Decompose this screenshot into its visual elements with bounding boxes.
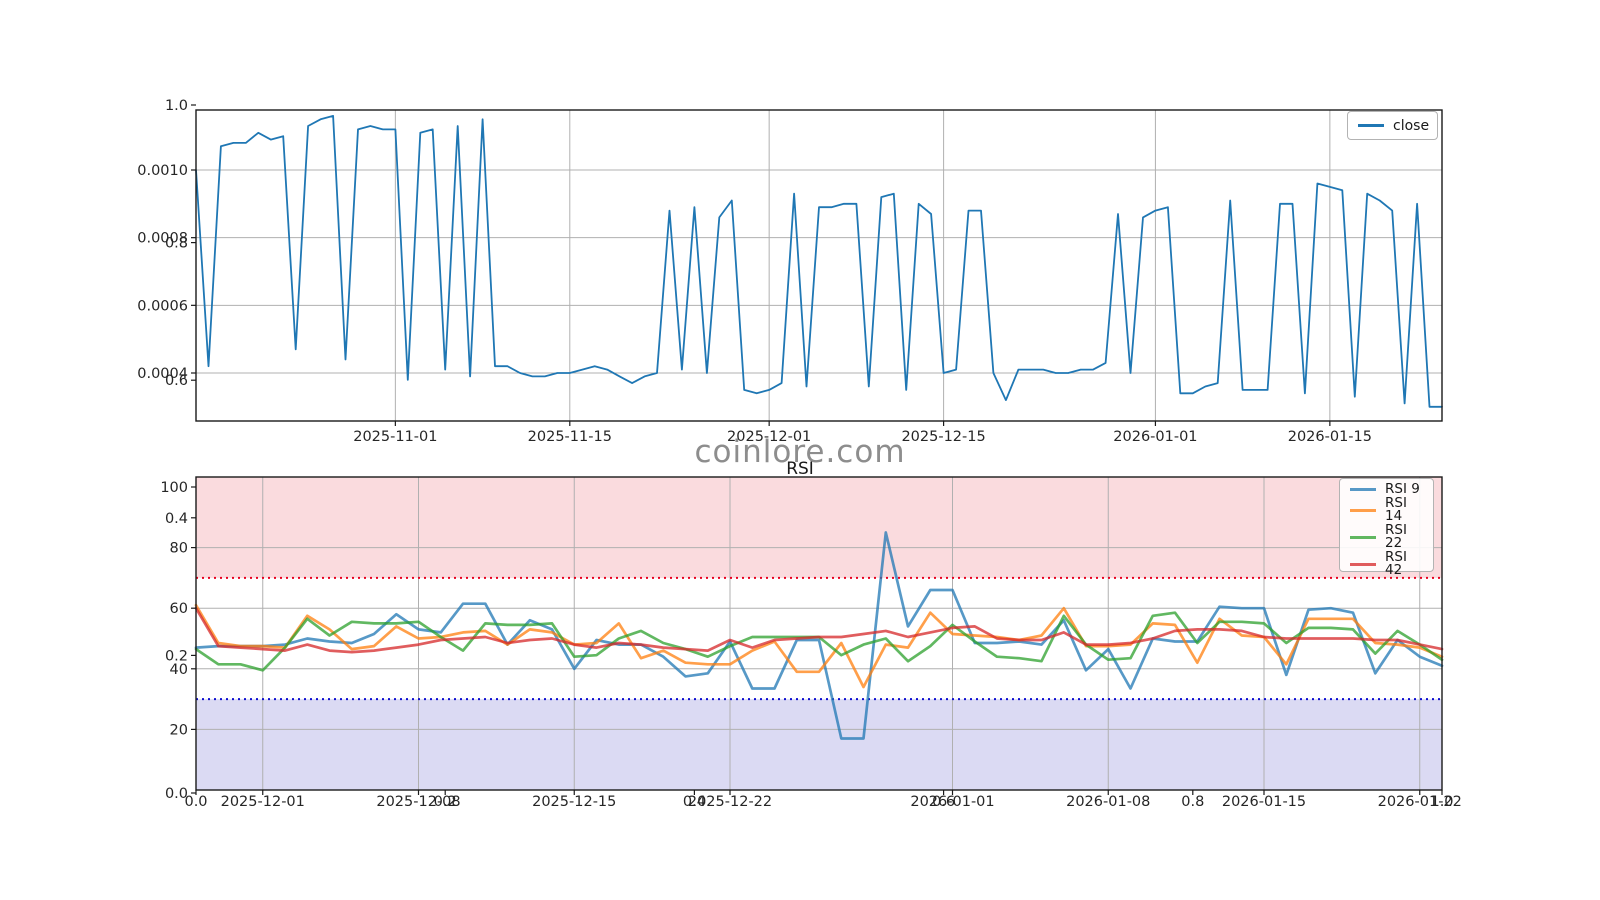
price-x-tick-label: 2026-01-01 <box>1113 429 1197 445</box>
watermark: coinlore.com <box>694 434 906 470</box>
price-x-tick-label: 2026-01-15 <box>1288 429 1372 445</box>
figure-x-tick-label: 0.4 <box>683 794 706 810</box>
figure-x-tick-label: 0.2 <box>434 794 457 810</box>
rsi14-line-swatch <box>1350 508 1376 512</box>
figure-y-tick-label: 1.0 <box>165 98 188 114</box>
legend-item-rsi9: RSI 9 <box>1350 481 1423 497</box>
rsi22-line-swatch <box>1350 535 1376 539</box>
price-legend: close <box>1347 111 1438 140</box>
figure-y-tick-label: 0.8 <box>165 236 188 252</box>
price-y-tick-label: 0.0010 <box>137 163 188 179</box>
legend-label-close: close <box>1393 117 1430 134</box>
rsi-x-tick-label: 2026-01-08 <box>1066 794 1150 810</box>
price-y-tick-label: 0.0008 <box>137 231 188 247</box>
rsi-x-tick-label: 2026-01-22 <box>1378 794 1462 810</box>
legend-item-rsi22: RSI 22 <box>1350 521 1423 551</box>
overbought-band <box>196 477 1442 578</box>
rsi-x-tick-label: 2025-12-22 <box>688 794 772 810</box>
rsi-plot-border <box>195 476 1443 791</box>
price-y-tick-label: 0.0004 <box>137 366 188 382</box>
legend-label-rsi22: RSI 22 <box>1385 521 1407 551</box>
legend-label-rsi9: RSI 9 <box>1385 481 1420 497</box>
rsi-x-tick-label: 2025-12-15 <box>532 794 616 810</box>
rsi-x-tick-label: 2025-12-08 <box>376 794 460 810</box>
price-x-tick-label: 2025-12-01 <box>727 429 811 445</box>
price-x-tick-label: 2025-12-15 <box>901 429 985 445</box>
close-line <box>195 115 1443 408</box>
rsi-x-tick-label: 2025-12-01 <box>221 794 305 810</box>
close-line-swatch <box>1358 124 1384 127</box>
rsi9-line-swatch <box>1350 488 1376 492</box>
legend-item-rsi42: RSI 42 <box>1350 548 1423 578</box>
figure-y-tick-label: 0.2 <box>165 648 188 664</box>
rsi-y-tick-label: 60 <box>170 601 188 617</box>
rsi42-line-swatch <box>1350 562 1376 566</box>
legend-item-close: close <box>1358 117 1430 134</box>
price-x-tick-label: 2025-11-01 <box>353 429 437 445</box>
figure-x-tick-label: 0.8 <box>1181 794 1204 810</box>
figure-x-tick-label: 1.0 <box>1430 794 1453 810</box>
figure-y-tick-label: 0.0 <box>165 786 188 802</box>
price-plot-border <box>195 109 1443 422</box>
rsi-legend: RSI 9 RSI 14 RSI 22 RSI 42 <box>1339 478 1434 577</box>
figure-y-tick-label: 0.4 <box>165 511 188 527</box>
figure-x-tick-label: 0.0 <box>184 794 207 810</box>
figure-x-tick-label: 0.6 <box>932 794 955 810</box>
rsi-x-tick-label: 2026-01-01 <box>910 794 994 810</box>
rsi-y-tick-label: 80 <box>170 541 188 557</box>
rsi-y-tick-label: 100 <box>160 480 188 496</box>
price-y-tick-label: 0.0006 <box>137 298 188 314</box>
legend-label-rsi14: RSI 14 <box>1385 494 1407 524</box>
rsi-chart-title: RSI <box>786 459 814 479</box>
legend-label-rsi42: RSI 42 <box>1385 548 1407 578</box>
rsi-y-tick-label: 20 <box>170 722 188 738</box>
rsi-line-3 <box>194 606 1444 654</box>
rsi-y-tick-label: 40 <box>170 662 188 678</box>
rsi-x-tick-label: 2026-01-15 <box>1222 794 1306 810</box>
rsi-line-0 <box>194 531 1444 740</box>
figure-y-tick-label: 0.6 <box>165 373 188 389</box>
legend-item-rsi14: RSI 14 <box>1350 494 1423 524</box>
oversold-band <box>196 699 1442 790</box>
price-x-tick-label: 2025-11-15 <box>528 429 612 445</box>
